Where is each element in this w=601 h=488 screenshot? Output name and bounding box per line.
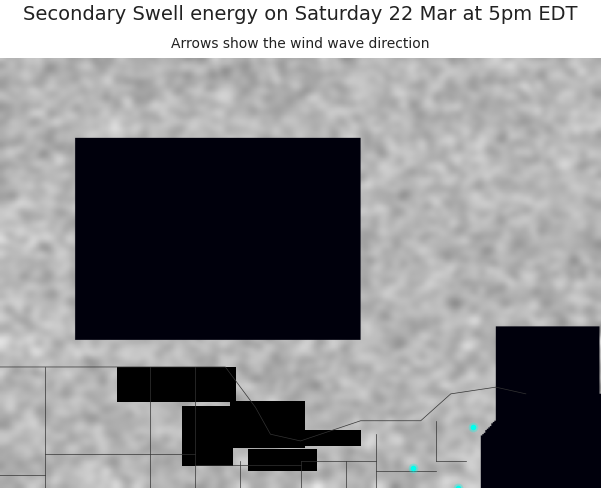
Bar	[117, 367, 236, 402]
Text: Arrows show the wind wave direction: Arrows show the wind wave direction	[171, 37, 430, 51]
Bar	[302, 430, 361, 447]
Bar	[230, 401, 305, 447]
Bar	[182, 406, 233, 467]
Text: Secondary Swell energy on Saturday 22 Mar at 5pm EDT: Secondary Swell energy on Saturday 22 Ma…	[23, 5, 578, 24]
Bar	[248, 449, 317, 470]
